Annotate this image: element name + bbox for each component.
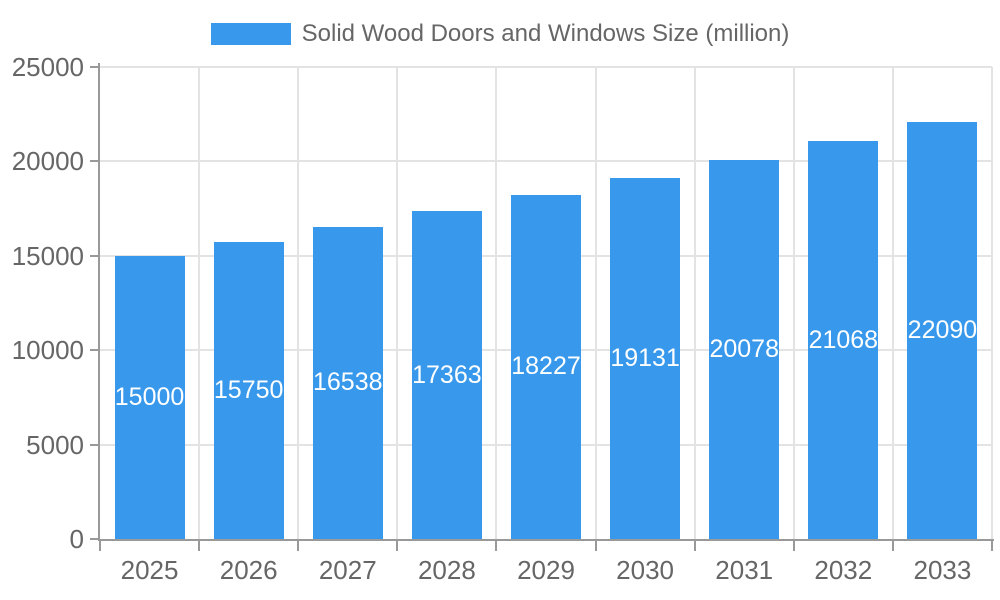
bar-value-label: 19131	[610, 343, 680, 372]
v-gridline	[594, 67, 597, 539]
y-tick-label: 5000	[26, 429, 84, 460]
x-tick-label: 2030	[616, 555, 675, 585]
x-tick-label: 2028	[417, 555, 476, 585]
x-tick	[792, 541, 795, 551]
x-tick	[891, 541, 894, 551]
y-axis-line	[98, 63, 100, 541]
y-tick-label: 15000	[11, 240, 84, 271]
x-tick-label: 2026	[219, 555, 278, 585]
bar-2025: 15000	[114, 255, 185, 539]
legend-swatch	[210, 23, 291, 45]
bar-value-label: 15000	[114, 382, 185, 411]
y-tick	[90, 349, 100, 352]
bar-2031: 20078	[709, 159, 780, 539]
v-gridline	[891, 67, 894, 539]
bar-value-label: 17363	[412, 360, 482, 389]
y-tick-label: 0	[69, 524, 84, 554]
v-gridline	[693, 67, 696, 539]
h-gridline	[100, 160, 992, 163]
v-gridline	[792, 67, 795, 539]
v-gridline	[495, 67, 498, 539]
x-tick	[495, 541, 498, 551]
x-tick-label: 2032	[814, 555, 873, 585]
bar-value-label: 18227	[511, 352, 581, 381]
bar-2026: 15750	[213, 241, 284, 539]
plot-area: 15000 15750 16538 17363 18227 19131 20078 21068…	[100, 66, 993, 539]
h-gridline	[100, 66, 992, 68]
x-tick-label: 2033	[913, 555, 972, 585]
chart-legend[interactable]: Solid Wood Doors and Windows Size (milli…	[0, 20, 1000, 48]
bar-value-label: 22090	[907, 315, 978, 344]
bar-2032: 21068	[808, 141, 879, 539]
bar-value-label: 16538	[313, 368, 383, 397]
x-axis-line	[98, 539, 994, 541]
x-tick	[297, 541, 300, 551]
bar-value-label: 15750	[213, 375, 284, 404]
x-tick	[693, 541, 696, 551]
bar-2028: 17363	[411, 211, 482, 539]
x-tick-label: 2029	[517, 555, 575, 585]
y-tick	[90, 443, 100, 446]
x-tick	[991, 541, 993, 551]
v-gridline	[297, 67, 300, 539]
y-tick-label: 25000	[11, 52, 84, 82]
x-tick-label: 2025	[120, 555, 179, 585]
x-tick	[198, 541, 201, 551]
x-tick	[594, 541, 597, 551]
y-tick	[90, 160, 100, 163]
x-tick	[99, 541, 101, 551]
bar-2033: 22090	[907, 121, 978, 539]
bar-2027: 16538	[312, 226, 383, 539]
y-tick	[90, 538, 100, 540]
x-tick-label: 2027	[318, 555, 377, 585]
y-tick	[90, 254, 100, 257]
legend-label: Solid Wood Doors and Windows Size (milli…	[301, 20, 790, 47]
x-tick	[396, 541, 399, 551]
v-gridline	[396, 67, 399, 539]
bar-value-label: 21068	[808, 325, 879, 354]
bar-value-label: 20078	[709, 334, 779, 363]
y-tick-label: 20000	[11, 146, 84, 177]
v-gridline	[198, 67, 201, 539]
x-tick-label: 2031	[715, 555, 774, 585]
y-tick-label: 10000	[11, 335, 84, 366]
v-gridline	[991, 67, 993, 539]
y-tick	[90, 66, 100, 68]
bar-2030: 19131	[610, 177, 681, 539]
bar-2029: 18227	[511, 194, 581, 539]
